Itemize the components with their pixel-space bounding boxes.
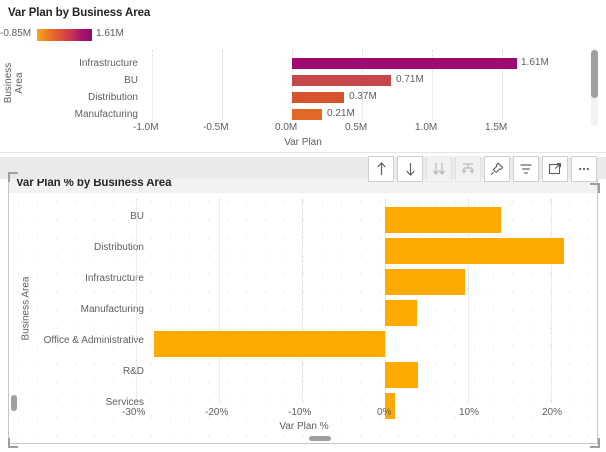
top-category-label: BU: [124, 75, 138, 86]
resize-handle-top-right[interactable]: [590, 183, 600, 193]
arrow-down-icon: [405, 163, 415, 176]
bottom-bar-bu[interactable]: [385, 207, 501, 233]
bottom-x-tick: 10%: [459, 407, 480, 418]
drill-all-icon: [461, 163, 475, 174]
bottom-x-tick: 0%: [377, 407, 392, 418]
filter-icon: [520, 164, 532, 174]
bottom-category-label: Services: [105, 397, 144, 408]
bottom-visual-title: Var Plan % by Business Area: [16, 177, 172, 189]
legend-max-label: 1.61M: [96, 28, 124, 39]
top-x-tick: 0.5M: [345, 122, 368, 133]
bottom-category-label: Distribution: [93, 242, 144, 253]
resize-handle-top-left[interactable]: [8, 172, 18, 182]
bottom-category-label: Office & Administrative: [43, 335, 144, 346]
top-gridline: [292, 50, 294, 122]
top-x-tick: -1.0M: [133, 122, 159, 133]
visual-header-toolbar[interactable]: [368, 155, 597, 183]
top-category-label: Infrastructure: [79, 58, 138, 69]
bottom-gridline: [219, 199, 221, 403]
top-gridline: [502, 50, 504, 122]
bottom-x-axis: -30% -20% -10% 0% 10% 20%: [9, 407, 597, 421]
focus-mode-button[interactable]: [542, 156, 568, 182]
top-x-tick: -0.5M: [203, 122, 229, 133]
top-y-axis-title: Business Area: [3, 62, 25, 104]
bottom-gridline: [551, 199, 553, 403]
legend-min-label: -0.85M: [0, 28, 32, 39]
bottom-bar-office-administrative[interactable]: [154, 331, 385, 357]
bottom-x-tick: -30%: [122, 407, 146, 418]
top-bar-value-label: 1.61M: [521, 57, 549, 68]
bottom-gridline: [302, 199, 304, 403]
top-x-tick: 0.0M: [275, 122, 298, 133]
drill-up-button[interactable]: [368, 156, 394, 182]
drill-down-toggle-button[interactable]: [397, 156, 423, 182]
bottom-x-tick: -20%: [205, 407, 229, 418]
resize-handle-bottom-right[interactable]: [590, 438, 600, 448]
arrow-up-icon: [376, 162, 386, 175]
bottom-category-label: BU: [130, 211, 144, 222]
top-bar-value-label: 0.71M: [396, 74, 424, 85]
top-bar-value-label: 0.37M: [349, 91, 377, 102]
bottom-visual-vertical-scrollbar[interactable]: [11, 395, 17, 411]
bottom-x-axis-title: Var Plan %: [279, 421, 329, 432]
var-plan-pct-by-business-area-visual[interactable]: Var Plan % by Business Area Business Are…: [8, 172, 598, 444]
bottom-category-label: R&D: [122, 366, 144, 377]
top-category-label: Distribution: [87, 92, 138, 103]
top-x-tick: 1.0M: [415, 122, 438, 133]
pin-icon: [490, 162, 504, 175]
bottom-bar-distribution[interactable]: [385, 238, 564, 264]
bottom-bar-rd[interactable]: [385, 362, 418, 388]
visual-header-strip: [0, 157, 606, 179]
bottom-category-label: Manufacturing: [80, 304, 144, 315]
include-all-levels-button[interactable]: [455, 156, 481, 182]
bottom-gridline: [136, 199, 138, 403]
bottom-x-tick: -10%: [288, 407, 312, 418]
ellipsis-icon: [579, 167, 589, 171]
pin-visual-button[interactable]: [484, 156, 510, 182]
expand-next-level-button[interactable]: [426, 156, 452, 182]
top-x-tick: 1.5M: [485, 122, 508, 133]
bottom-bar-manufacturing[interactable]: [385, 300, 417, 326]
top-gridline: [432, 50, 434, 122]
bottom-category-label: Infrastructure: [85, 273, 144, 284]
top-x-axis-title: Var Plan: [284, 137, 322, 148]
bottom-x-tick: 20%: [542, 407, 563, 418]
bottom-bar-infrastructure[interactable]: [385, 269, 465, 295]
top-visual-title: Var Plan by Business Area: [8, 7, 151, 19]
bottom-visual-horizontal-scrollbar[interactable]: [309, 436, 331, 441]
focus-expand-icon: [548, 163, 562, 175]
bottom-bar-services[interactable]: [385, 393, 395, 419]
top-gridline: [222, 50, 224, 122]
bottom-gridline: [468, 199, 470, 403]
top-category-label: Manufacturing: [74, 109, 138, 120]
top-bar-distribution[interactable]: [292, 92, 344, 103]
top-bar-infrastructure[interactable]: [292, 58, 517, 69]
more-options-button[interactable]: [571, 156, 597, 182]
top-bar-bu[interactable]: [292, 75, 391, 86]
top-x-axis: -1.0M -0.5M 0.0M 0.5M 1.0M 1.5M: [0, 122, 606, 136]
double-arrow-down-icon: [432, 163, 446, 175]
resize-handle-bottom-left[interactable]: [8, 438, 18, 448]
legend-gradient-bar: [37, 29, 92, 41]
top-gridline: [362, 50, 364, 122]
filters-button[interactable]: [513, 156, 539, 182]
top-gridline: [152, 50, 154, 122]
top-bar-value-label: 0.21M: [327, 108, 355, 119]
var-plan-by-business-area-visual[interactable]: Var Plan by Business Area -0.85M 1.61M B…: [0, 0, 606, 153]
top-visual-scrollbar-thumb[interactable]: [591, 50, 598, 98]
top-bar-manufacturing[interactable]: [292, 109, 322, 120]
